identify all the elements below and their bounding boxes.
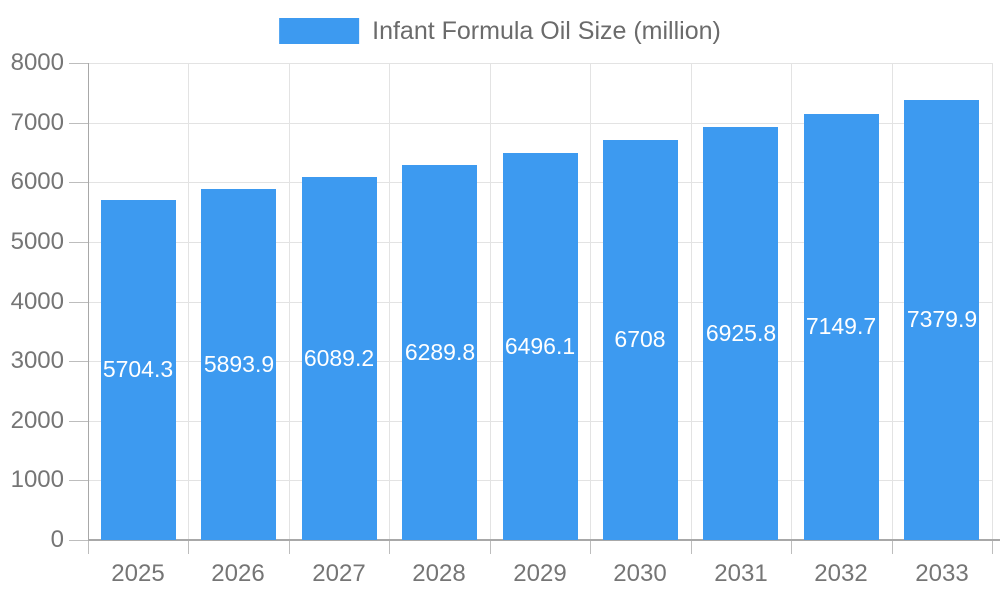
bar-value-label: 7379.9 [906, 306, 978, 332]
x-gridline [289, 63, 290, 540]
bar[interactable] [101, 200, 176, 540]
bar-value-label: 6496.1 [504, 333, 576, 359]
y-gridline [88, 123, 992, 124]
bar[interactable] [904, 100, 979, 540]
x-gridline [791, 63, 792, 540]
y-axis-label: 5000 [10, 228, 64, 255]
y-axis-label: 3000 [10, 347, 64, 374]
x-gridline [590, 63, 591, 540]
y-axis-tick [69, 480, 88, 481]
y-axis-label: 1000 [10, 466, 64, 493]
x-axis-tick [590, 540, 591, 554]
bar-value-label: 7149.7 [805, 313, 877, 339]
x-axis-label: 2029 [513, 560, 567, 587]
x-axis-tick [289, 540, 290, 554]
x-gridline [992, 63, 993, 540]
x-axis-tick [691, 540, 692, 554]
y-axis-label: 4000 [10, 288, 64, 315]
y-axis-label: 2000 [10, 407, 64, 434]
bar[interactable] [603, 140, 678, 540]
legend-item[interactable]: Infant Formula Oil Size (million) [279, 18, 721, 44]
bar-value-label: 6925.8 [705, 320, 777, 346]
x-axis-tick [992, 540, 993, 554]
x-axis-label: 2031 [714, 560, 768, 587]
y-axis-tick [69, 63, 88, 64]
legend-swatch-icon [279, 18, 360, 44]
x-axis-tick [389, 540, 390, 554]
x-gridline [490, 63, 491, 540]
x-axis-label: 2026 [211, 560, 265, 587]
y-axis-tick [69, 361, 88, 362]
legend-label: Infant Formula Oil Size (million) [372, 17, 721, 45]
x-axis-tick [892, 540, 893, 554]
bar-value-label: 6708 [614, 326, 666, 352]
bar-value-label: 5893.9 [203, 351, 275, 377]
x-gridline [389, 63, 390, 540]
x-axis-tick [490, 540, 491, 554]
x-axis-tick [188, 540, 189, 554]
x-axis-label: 2025 [111, 560, 165, 587]
y-axis-label: 0 [50, 526, 64, 553]
y-axis-tick [69, 302, 88, 303]
bar[interactable] [804, 114, 879, 540]
x-axis-label: 2032 [814, 560, 868, 587]
x-gridline [892, 63, 893, 540]
y-axis-label: 7000 [10, 109, 64, 136]
y-axis-tick [69, 123, 88, 124]
x-axis-tick [88, 540, 89, 554]
x-axis-tick [791, 540, 792, 554]
bar-value-label: 6089.2 [303, 345, 375, 371]
y-axis-line [88, 63, 89, 540]
x-axis-label: 2027 [312, 560, 366, 587]
y-axis-label: 6000 [10, 168, 64, 195]
x-axis-label: 2030 [613, 560, 667, 587]
bar[interactable] [201, 189, 276, 540]
bar-value-label: 5704.3 [102, 356, 174, 382]
y-axis-tick [69, 242, 88, 243]
y-axis-tick [69, 182, 88, 183]
y-axis-tick [69, 540, 88, 541]
x-gridline [691, 63, 692, 540]
x-gridline [188, 63, 189, 540]
bar[interactable] [703, 127, 778, 540]
x-axis-label: 2028 [412, 560, 466, 587]
y-gridline [88, 63, 992, 64]
bar[interactable] [503, 153, 578, 540]
bar-value-label: 6289.8 [404, 339, 476, 365]
x-axis-label: 2033 [915, 560, 969, 587]
bar[interactable] [402, 165, 477, 540]
y-axis-tick [69, 421, 88, 422]
x-axis-line [88, 539, 1000, 541]
y-axis-label: 8000 [10, 49, 64, 76]
bar[interactable] [302, 177, 377, 540]
